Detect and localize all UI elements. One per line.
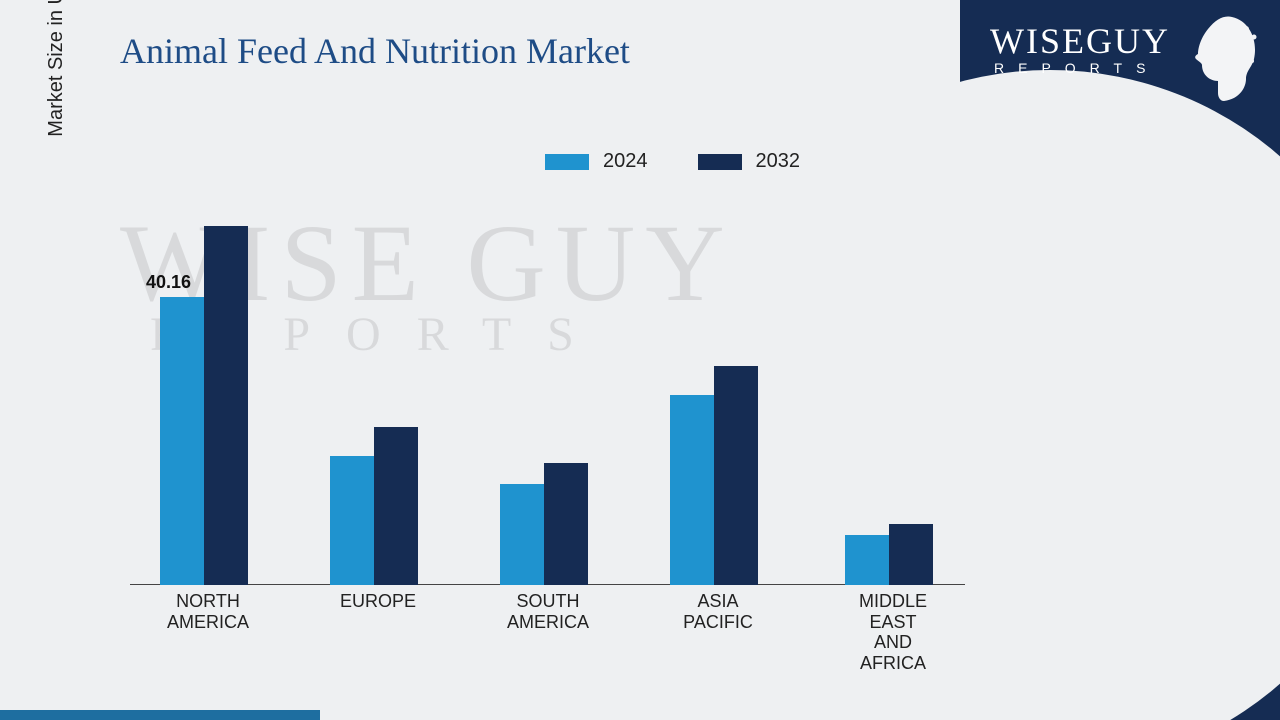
chart-title: Animal Feed And Nutrition Market [120, 30, 630, 72]
plot-area: 40.16NORTHAMERICAEUROPESOUTHAMERICAASIAP… [130, 190, 965, 585]
bar-series-a [845, 535, 889, 585]
bar-series-b [374, 427, 418, 585]
bar-series-b [204, 226, 248, 585]
category-label: EUROPE [298, 585, 458, 612]
category-label: ASIAPACIFIC [638, 585, 798, 632]
legend-item-2032: 2032 [698, 150, 801, 173]
bar-series-a [500, 484, 544, 585]
bar-value-label: 40.16 [146, 272, 191, 293]
legend-label-a: 2024 [603, 150, 648, 173]
bar-series-a [160, 297, 204, 585]
legend: 2024 2032 [545, 150, 800, 173]
legend-label-b: 2032 [756, 150, 801, 173]
category-label: NORTHAMERICA [128, 585, 288, 632]
bar-series-a [330, 456, 374, 585]
head-silhouette-icon [1180, 15, 1260, 105]
bar-series-a [670, 395, 714, 585]
legend-swatch-b [698, 154, 742, 170]
bottom-accent-bar [0, 710, 320, 720]
category-label: MIDDLEEASTANDAFRICA [813, 585, 973, 674]
legend-swatch-a [545, 154, 589, 170]
bar-series-b [889, 524, 933, 585]
brand-logo: WISEGUY REPORTS [990, 20, 1250, 76]
chart: Market Size in USD Billion 2024 2032 40.… [55, 160, 965, 680]
bar-series-b [544, 463, 588, 585]
bar-series-b [714, 366, 758, 585]
legend-item-2024: 2024 [545, 150, 648, 173]
y-axis-label: Market Size in USD Billion [45, 0, 68, 220]
category-label: SOUTHAMERICA [468, 585, 628, 632]
